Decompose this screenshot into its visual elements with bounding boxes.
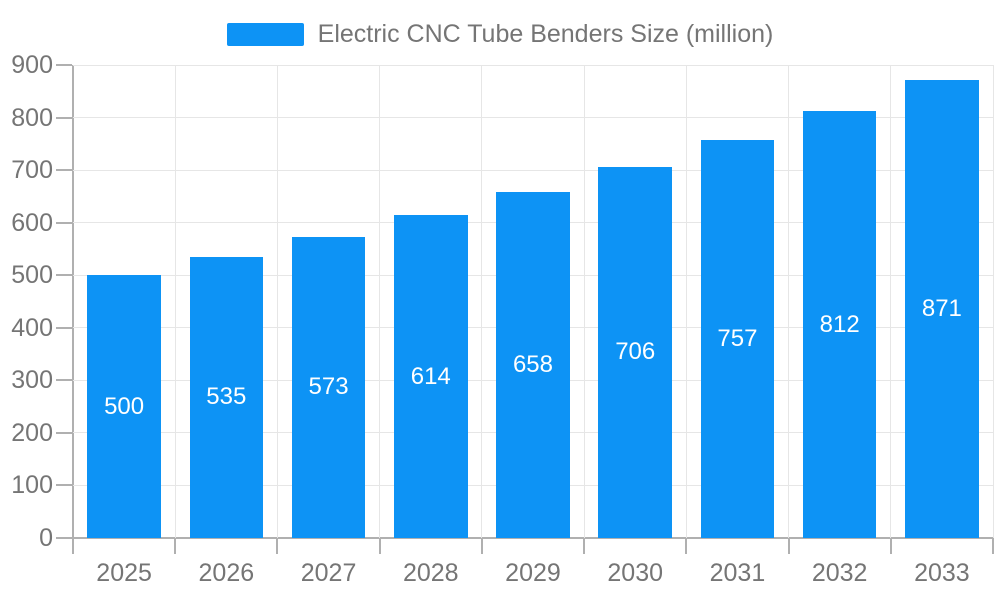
y-axis-tick [56,116,72,119]
gridline-horizontal [73,169,993,171]
gridline-vertical [992,65,994,538]
y-axis-label: 900 [11,51,53,79]
gridline-vertical [481,65,483,538]
y-axis-line [72,65,74,538]
y-axis-tick [56,379,72,382]
x-axis-label: 2025 [96,559,152,587]
x-axis-tick [992,538,994,554]
x-axis-tick [174,538,177,554]
bar[interactable]: 500 [87,275,161,538]
bar[interactable]: 658 [496,192,570,538]
y-axis-label: 500 [11,261,53,290]
x-axis-line [72,537,994,539]
y-axis-label: 400 [11,313,53,342]
x-axis-label: 2028 [402,559,459,587]
y-axis-label: 800 [11,103,53,132]
y-axis-tick [56,274,72,277]
x-axis-tick [378,538,381,554]
bar[interactable]: 812 [802,111,877,538]
x-axis-tick [480,538,483,554]
y-axis-label: 200 [11,418,53,447]
y-axis-tick [56,64,72,66]
bar[interactable]: 706 [598,166,673,538]
x-axis-label: 2030 [607,559,664,587]
x-axis-tick [72,538,74,554]
legend-label: Electric CNC Tube Benders Size (million) [317,20,774,48]
bar-value-label: 500 [104,392,145,420]
y-axis-tick [56,431,72,434]
x-axis-label: 2026 [198,559,255,587]
y-axis-tick [56,221,72,224]
bar-value-label: 573 [308,373,349,401]
y-axis-label: 100 [11,471,53,500]
y-axis-tick [56,169,72,172]
x-axis-tick [685,538,688,554]
bar-value-label: 706 [615,338,656,366]
bar[interactable]: 535 [189,256,264,538]
bar-value-label: 757 [717,325,758,353]
chart-legend[interactable]: Electric CNC Tube Benders Size (million) [0,20,1000,48]
x-axis-tick [889,538,892,554]
x-axis-label: 2033 [914,559,970,587]
gridline-vertical [379,65,381,538]
gridline-horizontal [73,64,993,66]
legend-swatch-icon [226,22,304,46]
y-axis-label: 700 [11,156,53,185]
bar[interactable]: 573 [291,236,366,538]
bar-value-label: 535 [206,383,247,411]
bar-value-label: 658 [512,351,553,379]
x-axis-label: 2032 [811,559,868,587]
x-axis-tick [583,538,586,554]
y-axis-label: 300 [11,366,53,395]
x-axis-tick [276,538,279,554]
bar-value-label: 614 [410,362,451,390]
x-axis-label: 2029 [505,559,561,587]
x-axis-tick [787,538,790,554]
x-axis-label: 2031 [709,559,766,587]
bar-value-label: 812 [819,310,860,338]
bar[interactable]: 871 [905,80,979,538]
gridline-vertical [276,65,278,538]
y-axis-tick [56,484,72,487]
y-axis-tick [56,326,72,329]
gridline-vertical [788,65,790,538]
bar[interactable]: 757 [700,140,775,538]
x-axis-label: 2027 [300,559,357,587]
bar-value-label: 871 [921,295,962,323]
gridline-vertical [174,65,176,538]
gridline-vertical [890,65,892,538]
gridline-horizontal [73,117,993,119]
gridline-vertical [685,65,687,538]
y-axis-label: 600 [11,208,53,237]
y-axis-tick [56,537,72,539]
plot-area: 0 100 200 300 400 500 600 700 800 900 500 2025 535 20… [11,51,994,587]
gridline-vertical [583,65,585,538]
y-axis-label: 0 [39,524,53,552]
bar[interactable]: 614 [393,215,468,538]
